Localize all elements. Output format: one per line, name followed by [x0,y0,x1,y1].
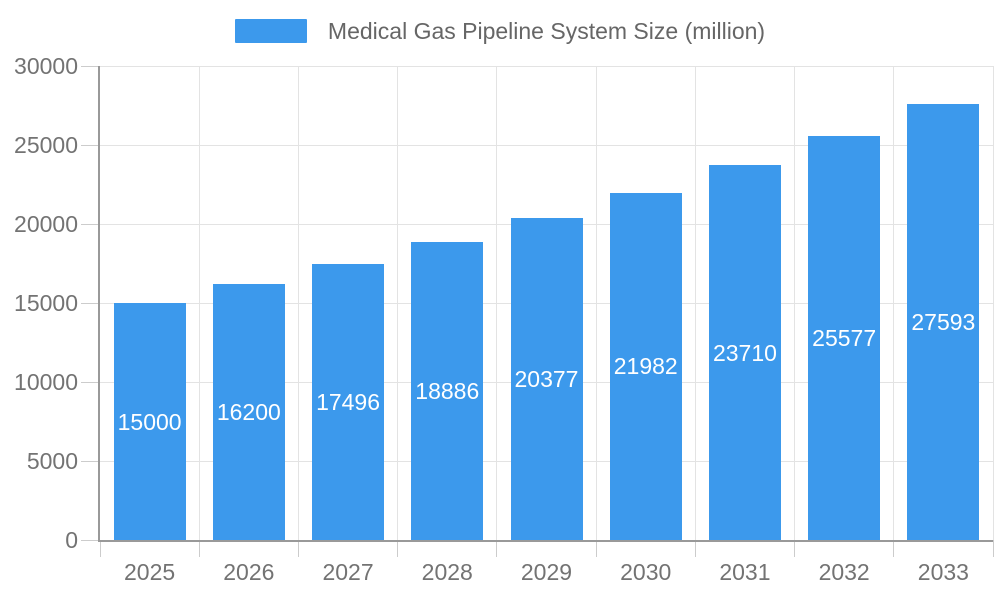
bar-value-label: 17496 [316,388,381,415]
y-axis-tick [81,539,100,541]
x-axis-tick [198,540,200,557]
bar[interactable] [312,263,385,540]
x-axis-label: 2028 [421,559,473,585]
x-axis-label: 2032 [818,559,870,585]
bar[interactable] [907,104,980,540]
vertical-gridline [893,66,895,540]
y-axis-tick [81,302,100,304]
bar-value-label: 27593 [911,309,976,335]
x-axis-tick [992,540,994,557]
legend[interactable]: Medical Gas Pipeline System Size (millio… [0,19,1000,43]
x-axis-line [98,540,993,542]
x-axis-tick [694,540,696,557]
bar-value-label: 15000 [117,408,182,435]
bar[interactable] [609,192,682,540]
horizontal-gridline [100,65,993,67]
bar[interactable] [113,303,186,540]
y-axis-label: 5000 [26,448,78,474]
bar-value-label: 16200 [216,399,281,426]
y-axis-label: 30000 [14,53,78,79]
legend-label: Medical Gas Pipeline System Size (millio… [327,18,766,44]
x-axis-label: 2029 [520,559,573,585]
vertical-gridline [297,66,299,540]
bar-value-label: 20377 [514,366,579,393]
horizontal-gridline [100,144,993,146]
vertical-gridline [794,66,796,540]
y-axis-tick [81,144,100,146]
x-axis-label: 2033 [917,559,969,585]
vertical-gridline [595,66,597,540]
bar-value-label: 21982 [613,353,678,380]
bar[interactable] [510,218,583,540]
y-axis-label: 25000 [14,132,78,158]
vertical-gridline [694,66,696,540]
x-axis-tick [595,540,597,557]
y-axis-tick [81,381,100,383]
bar[interactable] [808,135,881,540]
vertical-gridline [992,66,994,540]
vertical-gridline [496,66,498,540]
x-axis-label: 2026 [223,559,275,585]
y-axis-label: 10000 [14,369,78,395]
bar[interactable] [411,241,484,540]
bar-value-label: 18886 [415,377,480,404]
x-axis-tick [397,540,399,557]
x-axis-tick [893,540,895,557]
bar[interactable] [212,284,285,540]
x-axis-label: 2031 [719,559,771,585]
x-axis-tick [297,540,299,557]
legend-swatch [234,19,307,43]
bar[interactable] [708,165,781,540]
x-axis-label: 2030 [620,559,672,585]
x-axis-label: 2025 [124,559,176,585]
y-axis-label: 20000 [14,211,78,237]
y-axis-label: 0 [65,527,78,553]
y-axis-line [98,66,100,542]
bar-value-label: 23710 [712,339,777,366]
x-axis-tick [496,540,498,557]
vertical-gridline [397,66,399,540]
bar-value-label: 25577 [812,324,877,351]
x-axis-tick [99,540,101,557]
y-axis-tick [81,223,100,225]
x-axis-label: 2027 [322,559,374,585]
x-axis-tick [794,540,796,557]
y-axis-tick [81,65,100,67]
y-axis-label: 15000 [14,290,78,316]
vertical-gridline [198,66,200,540]
y-axis-tick [81,460,100,462]
